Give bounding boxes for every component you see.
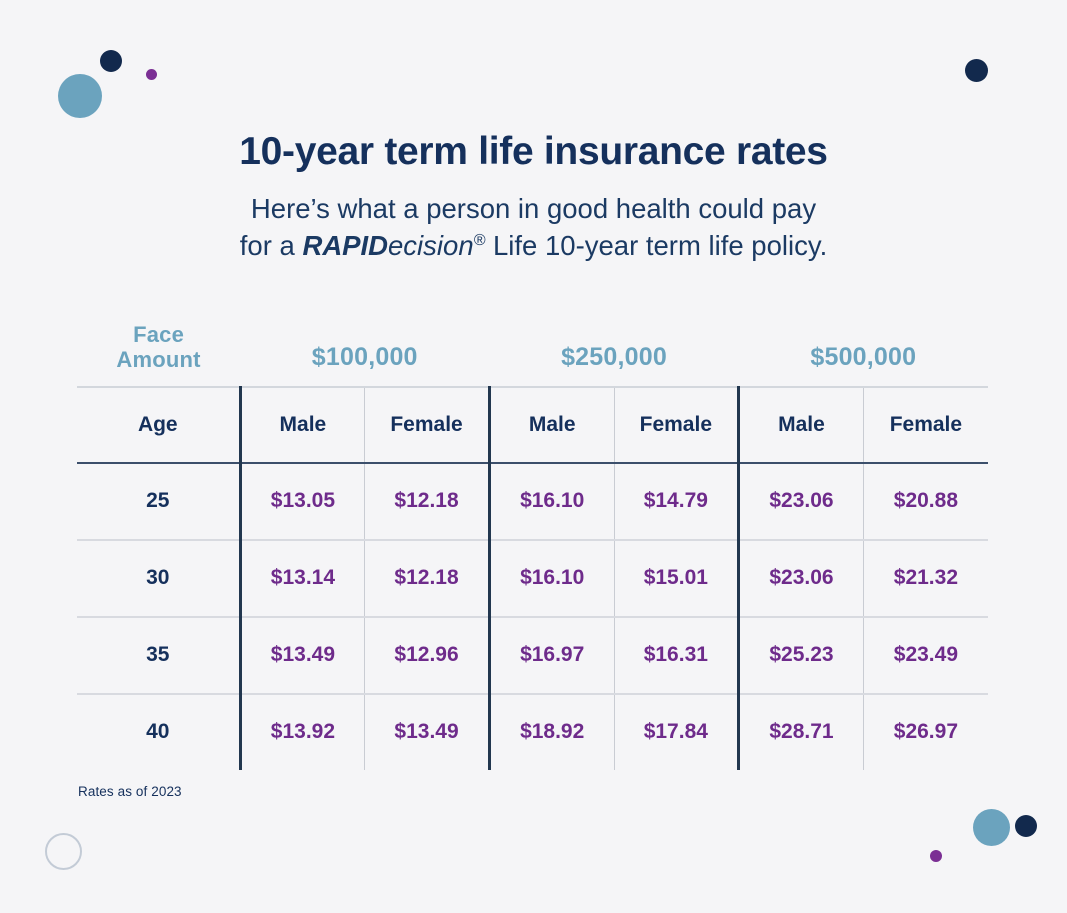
column-header-250k-male: Male: [487, 385, 614, 464]
column-header-row: Age Male Female Male Female Male Female: [77, 385, 988, 464]
cell-rate: $23.06: [737, 539, 864, 618]
cell-age: 40: [146, 720, 170, 744]
table-row: 35 $13.49 $12.96 $16.97 $16.31 $25.23 $23.49: [77, 616, 988, 695]
subtitle-line-2-prefix: for a: [239, 229, 303, 261]
registered-trademark-symbol: ®: [473, 231, 486, 249]
face-amount-label-line2: Amount: [116, 347, 201, 373]
subtitle-line-1: Here’s what a person in good health coul…: [250, 192, 817, 224]
cell-age: 25: [77, 462, 241, 541]
brand-name-ecision: ecision: [388, 229, 474, 261]
face-amount-500k: $500,000: [810, 342, 917, 371]
brand-name-rapid: RAPID: [302, 229, 389, 261]
face-amount-label: Face Amount: [77, 322, 240, 387]
cell-age: 30: [77, 539, 241, 618]
cell-rate: $12.96: [364, 616, 490, 695]
face-amount-label-line1: Face: [133, 322, 185, 347]
deco-circle-steel-top-left: [58, 74, 102, 118]
cell-rate: $17.84: [613, 693, 739, 770]
page-subtitle: Here’s what a person in good health coul…: [0, 173, 1067, 264]
cell-rate: $14.79: [613, 462, 739, 541]
cell-rate: $13.92: [238, 693, 365, 770]
subtitle-line-2: for a RAPIDecision® Life 10-year term li…: [0, 228, 1067, 265]
deco-dot-navy-top-right: [965, 59, 988, 82]
column-header-500k-male: Male: [737, 385, 864, 464]
cell-rate: $26.97: [862, 693, 988, 770]
table-row: 30 $13.14 $12.18 $16.10 $15.01 $23.06 $21.32: [77, 539, 988, 618]
deco-circle-steel-bottom-right: [973, 809, 1010, 846]
cell-rate: $25.23: [737, 616, 864, 695]
table-row: 40 $13.92 $13.49 $18.92 $17.84 $28.71 $26.97: [77, 693, 988, 770]
rate-table-container: Face Amount $100,000 $250,000 $500,000 A…: [77, 322, 988, 770]
cell-rate: $28.71: [737, 693, 864, 770]
column-header-100k-male: Male: [238, 385, 365, 464]
subtitle-line-2-suffix: Life 10-year term life policy.: [485, 229, 828, 261]
cell-rate: $16.97: [487, 616, 614, 695]
heading-block: 10-year term life insurance rates Here’s…: [0, 130, 1067, 264]
cell-rate: $12.18: [364, 539, 490, 618]
page-title: 10-year term life insurance rates: [239, 130, 828, 173]
column-header-250k-female: Female: [613, 385, 739, 464]
cell-rate: $13.49: [238, 616, 365, 695]
table-row: 25 $13.05 $12.18 $16.10 $14.79 $23.06 $20.88: [77, 462, 988, 541]
cell-rate: $15.01: [613, 539, 739, 618]
footnote-rates-date: Rates as of 2023: [78, 784, 182, 799]
cell-rate: $23.06: [737, 462, 864, 541]
cell-rate: $16.10: [487, 462, 614, 541]
column-header-500k-female: Female: [862, 385, 988, 464]
deco-dot-navy-top-left: [100, 50, 122, 72]
face-amount-250k: $250,000: [561, 342, 667, 371]
cell-rate: $13.49: [364, 693, 490, 770]
deco-dot-purple-top-left: [146, 69, 157, 80]
column-header-age: Age: [77, 385, 241, 464]
cell-rate: $13.05: [238, 462, 365, 541]
cell-rate: $18.92: [487, 693, 614, 770]
cell-rate: $21.32: [862, 539, 988, 618]
cell-rate: $12.18: [364, 462, 490, 541]
face-amount-header-row: Face Amount $100,000 $250,000 $500,000: [77, 322, 988, 387]
rate-table: Face Amount $100,000 $250,000 $500,000 A…: [77, 322, 988, 770]
deco-dot-navy-bottom-right: [1015, 815, 1037, 837]
cell-age: 35: [77, 616, 241, 695]
deco-circle-outline-bottom-left: [45, 833, 82, 870]
cell-rate: $16.31: [613, 616, 739, 695]
rate-table-body: 25 $13.05 $12.18 $16.10 $14.79 $23.06 $20.88 30…: [77, 462, 988, 770]
cell-rate: $16.10: [487, 539, 614, 618]
face-amount-100k: $100,000: [311, 342, 418, 371]
cell-rate: $23.49: [862, 616, 988, 695]
deco-dot-purple-bottom-right: [930, 850, 942, 862]
cell-rate: $20.88: [862, 462, 988, 541]
column-header-100k-female: Female: [364, 385, 490, 464]
cell-rate: $13.14: [238, 539, 365, 618]
